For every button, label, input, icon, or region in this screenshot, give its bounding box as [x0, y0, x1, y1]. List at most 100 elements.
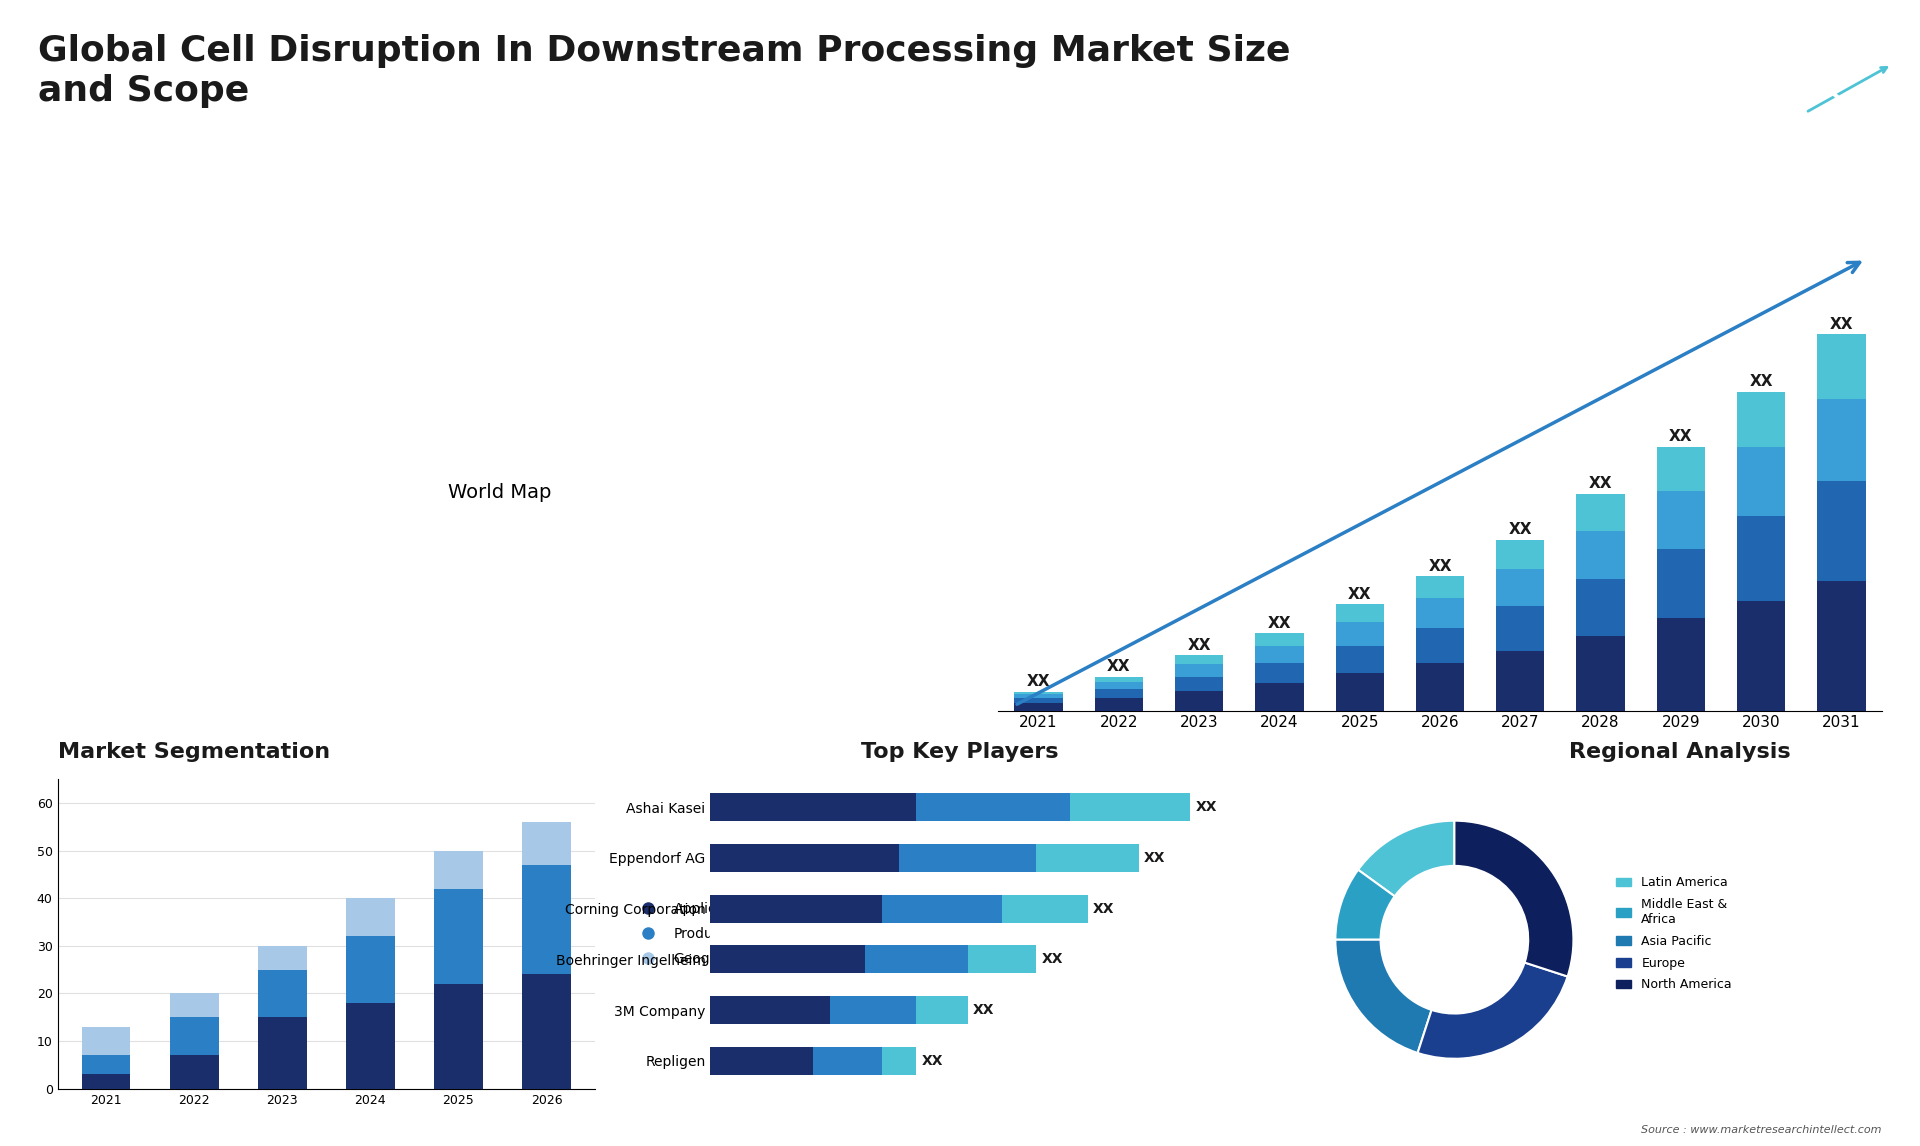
Bar — [710, 945, 864, 973]
Wedge shape — [1455, 821, 1572, 976]
Text: XX: XX — [1196, 800, 1217, 815]
Bar — [1256, 646, 1304, 664]
Bar — [864, 945, 968, 973]
Bar — [916, 793, 1069, 822]
Bar — [1336, 646, 1384, 673]
Text: XX: XX — [1187, 637, 1212, 653]
Text: XX: XX — [1749, 375, 1772, 390]
Bar — [881, 1046, 916, 1075]
Bar — [1496, 540, 1544, 568]
Bar — [1014, 698, 1062, 702]
Text: Market Segmentation: Market Segmentation — [58, 743, 330, 762]
Bar — [434, 984, 482, 1089]
Bar — [171, 1055, 219, 1089]
Bar — [1576, 494, 1624, 532]
Bar — [1069, 793, 1190, 822]
Bar — [1576, 636, 1624, 711]
Bar — [83, 1055, 131, 1075]
Bar — [171, 1018, 219, 1055]
Bar — [881, 895, 1002, 923]
Text: XX: XX — [1092, 902, 1114, 916]
Bar — [1037, 843, 1139, 872]
Bar — [1336, 604, 1384, 622]
Text: World Map: World Map — [447, 484, 551, 502]
Text: XX: XX — [1668, 429, 1693, 444]
Bar — [1336, 622, 1384, 646]
Circle shape — [1382, 869, 1526, 1011]
Bar — [522, 865, 570, 974]
Bar — [434, 850, 482, 889]
Bar — [1256, 683, 1304, 711]
Bar — [1657, 492, 1705, 549]
Bar — [1094, 676, 1142, 682]
Bar — [710, 843, 899, 872]
Bar — [434, 889, 482, 984]
Bar — [1818, 399, 1866, 481]
Bar — [1738, 601, 1786, 711]
Text: Top Key Players: Top Key Players — [862, 743, 1058, 762]
Text: XX: XX — [1027, 674, 1050, 689]
Text: XX: XX — [1267, 615, 1290, 630]
Bar — [1657, 549, 1705, 619]
Bar — [710, 996, 829, 1025]
Bar — [1175, 656, 1223, 665]
Wedge shape — [1417, 963, 1567, 1059]
Bar — [1094, 689, 1142, 698]
Bar — [257, 970, 307, 1018]
Bar — [257, 945, 307, 970]
Wedge shape — [1357, 821, 1455, 896]
Bar — [257, 1018, 307, 1089]
Bar — [1576, 579, 1624, 636]
Bar — [916, 996, 968, 1025]
Bar — [1818, 335, 1866, 399]
Bar — [1738, 517, 1786, 601]
Text: XX: XX — [1590, 477, 1613, 492]
Bar — [1657, 447, 1705, 492]
Legend: Latin America, Middle East &
Africa, Asia Pacific, Europe, North America: Latin America, Middle East & Africa, Asi… — [1611, 871, 1738, 997]
Bar — [899, 843, 1037, 872]
Bar — [1256, 664, 1304, 683]
Text: XX: XX — [1144, 851, 1165, 865]
Bar — [710, 793, 916, 822]
Bar — [1657, 619, 1705, 711]
Bar — [522, 974, 570, 1089]
Bar — [968, 945, 1037, 973]
Bar — [1175, 676, 1223, 691]
Bar — [1738, 447, 1786, 517]
Text: XX: XX — [1509, 523, 1532, 537]
Bar — [1014, 694, 1062, 698]
Legend: Application, Product, Geography: Application, Product, Geography — [630, 896, 756, 972]
Bar — [1415, 576, 1465, 598]
Bar — [710, 1046, 814, 1075]
Bar — [1336, 673, 1384, 711]
Bar — [1738, 392, 1786, 447]
Text: MARKET
RESEARCH
INTELLECT: MARKET RESEARCH INTELLECT — [1743, 113, 1789, 146]
Bar — [1576, 532, 1624, 579]
Text: XX: XX — [1041, 952, 1064, 966]
Bar — [1014, 702, 1062, 711]
Bar — [1818, 481, 1866, 581]
Bar — [171, 994, 219, 1018]
Bar — [346, 936, 396, 1003]
Text: XX: XX — [1348, 587, 1371, 602]
Text: Global Cell Disruption In Downstream Processing Market Size
and Scope: Global Cell Disruption In Downstream Pro… — [38, 34, 1290, 108]
Text: XX: XX — [1428, 558, 1452, 573]
Bar — [1415, 664, 1465, 711]
Bar — [1094, 682, 1142, 689]
Text: Source : www.marketresearchintellect.com: Source : www.marketresearchintellect.com — [1642, 1124, 1882, 1135]
Text: XX: XX — [1830, 317, 1853, 332]
Wedge shape — [1336, 940, 1432, 1053]
Bar — [710, 895, 881, 923]
Bar — [83, 1075, 131, 1089]
Bar — [1002, 895, 1087, 923]
Bar — [346, 898, 396, 936]
Text: XX: XX — [922, 1053, 943, 1068]
Bar — [1175, 691, 1223, 711]
Text: Regional Analysis: Regional Analysis — [1569, 743, 1791, 762]
Bar — [1496, 606, 1544, 651]
Text: XX: XX — [973, 1003, 995, 1017]
Text: XX: XX — [1108, 659, 1131, 674]
Bar — [1496, 568, 1544, 606]
Wedge shape — [1336, 870, 1394, 940]
Bar — [1415, 628, 1465, 664]
